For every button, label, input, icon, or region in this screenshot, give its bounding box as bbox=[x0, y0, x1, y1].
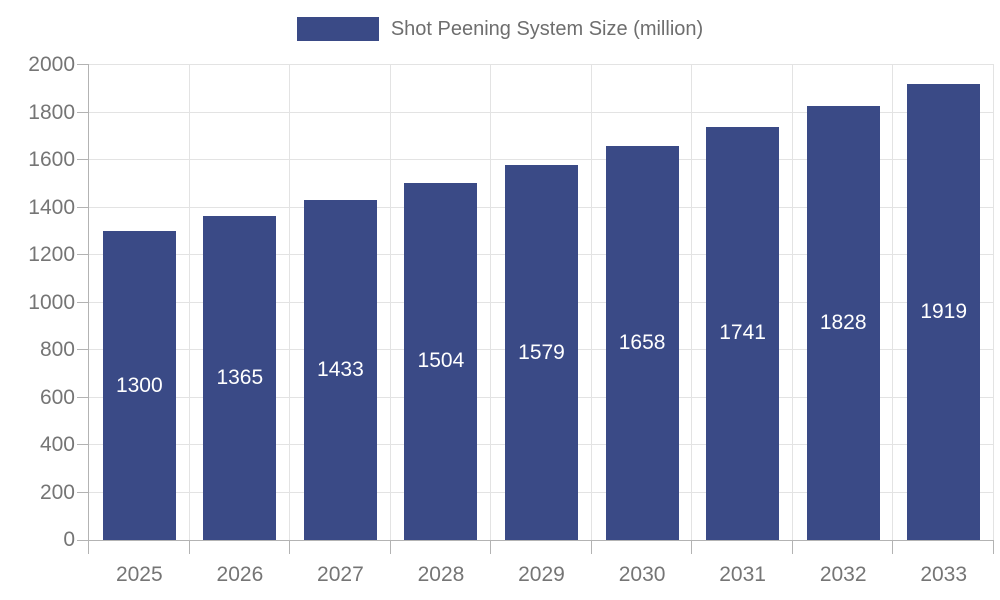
x-axis-tick bbox=[88, 540, 89, 554]
y-axis-tick bbox=[77, 540, 89, 541]
bar-value-label: 1365 bbox=[216, 365, 264, 389]
x-axis-tick bbox=[691, 540, 692, 554]
bar-value-label: 1658 bbox=[618, 331, 666, 355]
x-gridline bbox=[892, 65, 893, 540]
bar-2025[interactable]: 1300 bbox=[102, 231, 176, 540]
y-axis-tick bbox=[77, 349, 89, 350]
bar-value-label: 1504 bbox=[417, 349, 465, 373]
x-gridline bbox=[390, 65, 391, 540]
x-axis-label-2032: 2032 bbox=[819, 563, 867, 586]
x-axis-label-2033: 2033 bbox=[920, 563, 968, 586]
bar-value-label: 1433 bbox=[317, 357, 364, 381]
y-gridline bbox=[89, 159, 994, 160]
y-axis-tick bbox=[77, 491, 89, 493]
y-axis-tick-label: 600 bbox=[39, 385, 75, 409]
x-axis-label-2027: 2027 bbox=[317, 563, 364, 586]
bar-value-label: 1579 bbox=[518, 340, 565, 364]
x-gridline bbox=[691, 65, 692, 540]
x-gridline bbox=[792, 65, 793, 540]
y-axis-tick-label: 800 bbox=[39, 338, 75, 361]
y-gridline bbox=[89, 111, 994, 113]
y-axis-tick bbox=[77, 396, 89, 398]
y-axis-tick-label: 1000 bbox=[28, 290, 75, 314]
x-gridline bbox=[993, 65, 994, 540]
bar-value-label: 1919 bbox=[920, 300, 968, 324]
bar-2029[interactable]: 1579 bbox=[505, 165, 578, 540]
y-axis-tick bbox=[77, 159, 89, 160]
y-axis-tick-label: 1800 bbox=[28, 100, 75, 124]
y-axis-tick bbox=[77, 254, 89, 255]
x-axis-tick bbox=[892, 540, 893, 554]
y-axis-tick-label: 1200 bbox=[28, 243, 75, 266]
bar-2033[interactable]: 1919 bbox=[907, 84, 981, 540]
bar-value-label: 1741 bbox=[719, 321, 766, 345]
x-axis-tick bbox=[289, 540, 290, 554]
bar-2032[interactable]: 1828 bbox=[806, 105, 880, 540]
x-axis-label-2028: 2028 bbox=[417, 563, 465, 586]
bar-value-label: 1300 bbox=[115, 373, 163, 397]
x-axis-tick bbox=[490, 540, 491, 554]
y-axis-tick bbox=[77, 64, 89, 65]
x-axis-label-2025: 2025 bbox=[115, 563, 163, 586]
legend[interactable]: Shot Peening System Size (million) bbox=[0, 17, 1000, 41]
x-axis-tick bbox=[993, 540, 994, 554]
x-axis-tick bbox=[591, 540, 592, 554]
bar-2027[interactable]: 1433 bbox=[303, 199, 377, 540]
legend-swatch bbox=[296, 17, 379, 41]
x-axis-label-2030: 2030 bbox=[618, 563, 666, 586]
y-axis-tick-label: 2000 bbox=[28, 53, 75, 76]
y-axis-tick-label: 1600 bbox=[28, 148, 75, 171]
bar-2031[interactable]: 1741 bbox=[706, 126, 780, 540]
y-axis-tick-label: 400 bbox=[39, 433, 75, 456]
y-axis-tick bbox=[77, 301, 89, 303]
x-gridline bbox=[189, 65, 190, 540]
x-gridline bbox=[490, 65, 491, 540]
x-axis-label-2031: 2031 bbox=[719, 563, 766, 586]
x-axis-tick bbox=[390, 540, 391, 554]
y-axis-tick bbox=[77, 444, 89, 445]
x-gridline bbox=[591, 65, 592, 540]
x-axis-tick bbox=[792, 540, 793, 554]
legend-label: Shot Peening System Size (million) bbox=[390, 18, 704, 40]
plot-area: 0 200 400 600 800 1000 1200 1400 1600 1800 2000 130… bbox=[28, 53, 994, 586]
bar-2030[interactable]: 1658 bbox=[605, 146, 679, 540]
bar-2026[interactable]: 1365 bbox=[203, 215, 277, 540]
y-axis-tick bbox=[77, 111, 89, 113]
y-axis-tick-label: 1400 bbox=[28, 195, 75, 219]
x-axis-tick bbox=[189, 540, 190, 554]
y-axis-tick-label: 0 bbox=[63, 528, 75, 551]
y-gridline bbox=[89, 64, 994, 65]
y-axis-tick bbox=[77, 206, 89, 208]
x-axis-label-2026: 2026 bbox=[216, 563, 264, 586]
bar-value-label: 1828 bbox=[819, 310, 867, 334]
y-axis-tick-label: 200 bbox=[39, 480, 75, 504]
x-gridline bbox=[289, 65, 290, 540]
x-axis-label-2029: 2029 bbox=[518, 563, 565, 586]
bar-2028[interactable]: 1504 bbox=[404, 182, 478, 540]
